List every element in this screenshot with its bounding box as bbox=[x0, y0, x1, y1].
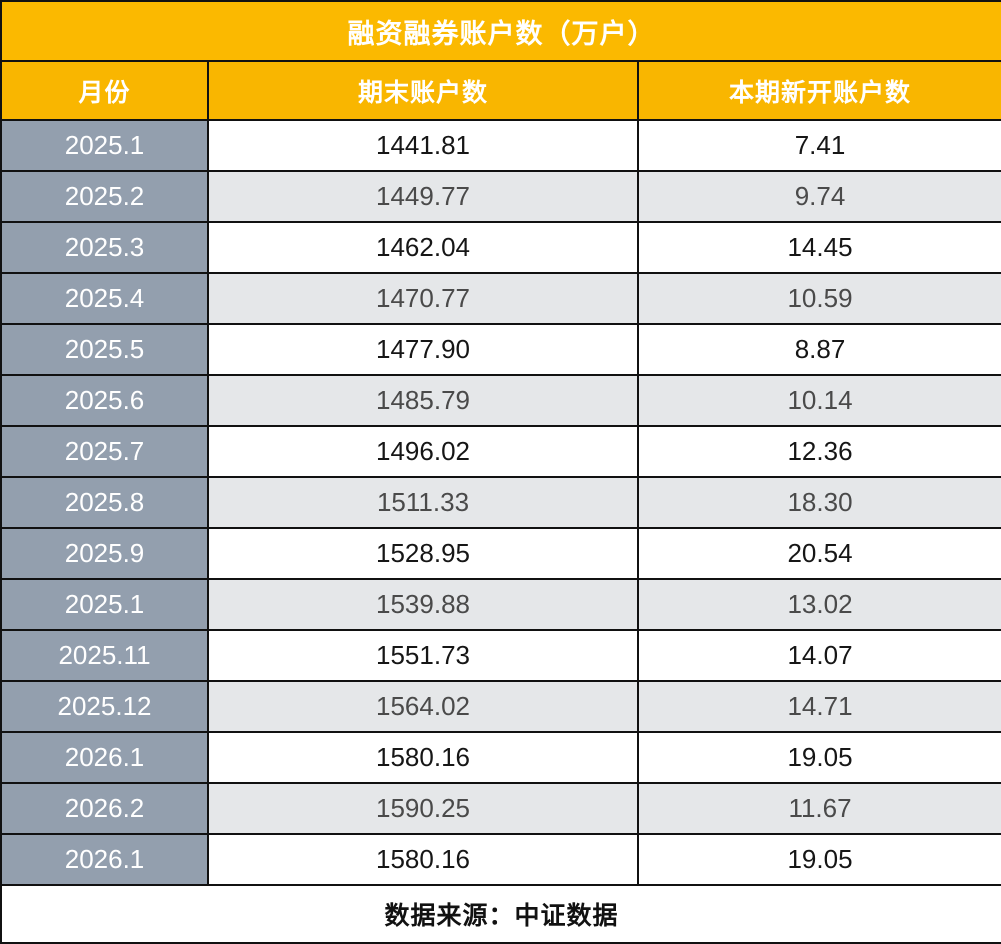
data-source-note: 数据来源：中证数据 bbox=[0, 884, 1001, 944]
cell-end-accounts: 1511.33 bbox=[207, 476, 639, 529]
cell-end-accounts: 1551.73 bbox=[207, 629, 639, 682]
cell-end-accounts: 1496.02 bbox=[207, 425, 639, 478]
cell-month: 2025.6 bbox=[0, 374, 209, 427]
cell-end-accounts: 1449.77 bbox=[207, 170, 639, 223]
table-row: 2025.1 1441.81 7.41 bbox=[0, 119, 1001, 172]
cell-month: 2025.5 bbox=[0, 323, 209, 376]
table-row: 2026.2 1590.25 11.67 bbox=[0, 782, 1001, 835]
cell-end-accounts: 1580.16 bbox=[207, 833, 639, 886]
cell-month: 2026.1 bbox=[0, 833, 209, 886]
cell-month: 2025.3 bbox=[0, 221, 209, 274]
cell-end-accounts: 1590.25 bbox=[207, 782, 639, 835]
cell-month: 2025.1 bbox=[0, 578, 209, 631]
cell-end-accounts: 1485.79 bbox=[207, 374, 639, 427]
cell-new-accounts: 9.74 bbox=[636, 170, 1001, 223]
cell-end-accounts: 1441.81 bbox=[207, 119, 639, 172]
cell-month: 2025.8 bbox=[0, 476, 209, 529]
table-row: 2025.8 1511.33 18.30 bbox=[0, 476, 1001, 529]
cell-month: 2026.1 bbox=[0, 731, 209, 784]
cell-new-accounts: 19.05 bbox=[636, 833, 1001, 886]
cell-month: 2025.4 bbox=[0, 272, 209, 325]
cell-new-accounts: 10.59 bbox=[636, 272, 1001, 325]
cell-month: 2025.2 bbox=[0, 170, 209, 223]
cell-new-accounts: 18.30 bbox=[636, 476, 1001, 529]
cell-month: 2025.12 bbox=[0, 680, 209, 733]
cell-new-accounts: 20.54 bbox=[636, 527, 1001, 580]
cell-month: 2025.11 bbox=[0, 629, 209, 682]
table-body: 2025.1 1441.81 7.41 2025.2 1449.77 9.74 … bbox=[0, 119, 1001, 886]
table-row: 2026.1 1580.16 19.05 bbox=[0, 833, 1001, 886]
table-head: 融资融券账户数（万户） 月份 期末账户数 本期新开账户数 bbox=[0, 0, 1001, 121]
cell-end-accounts: 1462.04 bbox=[207, 221, 639, 274]
cell-month: 2025.7 bbox=[0, 425, 209, 478]
cell-end-accounts: 1580.16 bbox=[207, 731, 639, 784]
cell-new-accounts: 10.14 bbox=[636, 374, 1001, 427]
footer-row: 数据来源：中证数据 bbox=[0, 884, 1001, 944]
table-row: 2025.12 1564.02 14.71 bbox=[0, 680, 1001, 733]
cell-new-accounts: 8.87 bbox=[636, 323, 1001, 376]
column-header-month: 月份 bbox=[0, 60, 209, 121]
cell-end-accounts: 1564.02 bbox=[207, 680, 639, 733]
cell-month: 2025.9 bbox=[0, 527, 209, 580]
title-row: 融资融券账户数（万户） bbox=[0, 0, 1001, 62]
table-row: 2025.11 1551.73 14.07 bbox=[0, 629, 1001, 682]
table-row: 2025.3 1462.04 14.45 bbox=[0, 221, 1001, 274]
cell-new-accounts: 13.02 bbox=[636, 578, 1001, 631]
table-row: 2025.6 1485.79 10.14 bbox=[0, 374, 1001, 427]
cell-new-accounts: 19.05 bbox=[636, 731, 1001, 784]
cell-new-accounts: 7.41 bbox=[636, 119, 1001, 172]
cell-month: 2025.1 bbox=[0, 119, 209, 172]
table-row: 2025.4 1470.77 10.59 bbox=[0, 272, 1001, 325]
column-header-end-accounts: 期末账户数 bbox=[207, 60, 639, 121]
cell-new-accounts: 12.36 bbox=[636, 425, 1001, 478]
table-row: 2025.9 1528.95 20.54 bbox=[0, 527, 1001, 580]
header-row: 月份 期末账户数 本期新开账户数 bbox=[0, 60, 1001, 121]
cell-new-accounts: 11.67 bbox=[636, 782, 1001, 835]
cell-new-accounts: 14.07 bbox=[636, 629, 1001, 682]
cell-new-accounts: 14.45 bbox=[636, 221, 1001, 274]
table-row: 2025.7 1496.02 12.36 bbox=[0, 425, 1001, 478]
table-row: 2025.2 1449.77 9.74 bbox=[0, 170, 1001, 223]
table-row: 2025.5 1477.90 8.87 bbox=[0, 323, 1001, 376]
column-header-new-accounts: 本期新开账户数 bbox=[636, 60, 1001, 121]
cell-end-accounts: 1539.88 bbox=[207, 578, 639, 631]
cell-new-accounts: 14.71 bbox=[636, 680, 1001, 733]
cell-month: 2026.2 bbox=[0, 782, 209, 835]
cell-end-accounts: 1470.77 bbox=[207, 272, 639, 325]
table-row: 2025.1 1539.88 13.02 bbox=[0, 578, 1001, 631]
table-foot: 数据来源：中证数据 bbox=[0, 884, 1001, 944]
cell-end-accounts: 1528.95 bbox=[207, 527, 639, 580]
table-title: 融资融券账户数（万户） bbox=[0, 0, 1001, 62]
cell-end-accounts: 1477.90 bbox=[207, 323, 639, 376]
table-row: 2026.1 1580.16 19.05 bbox=[0, 731, 1001, 784]
